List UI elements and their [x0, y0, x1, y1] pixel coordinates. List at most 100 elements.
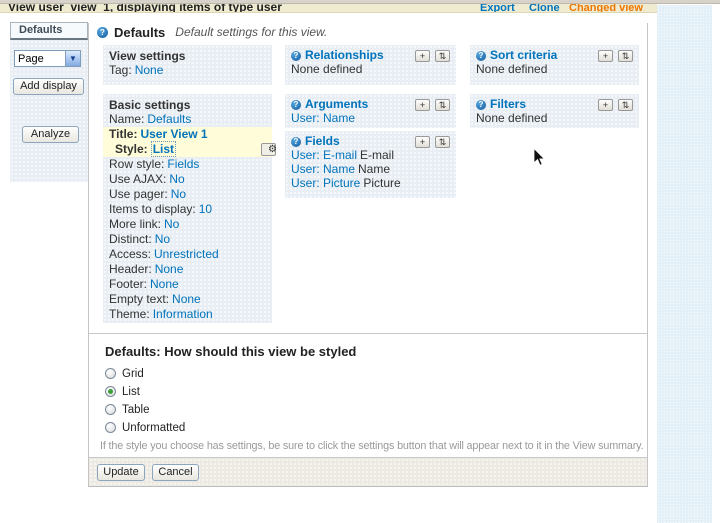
sort-criteria-title-link[interactable]: Sort criteria [490, 48, 558, 62]
setting-label: Access: [109, 247, 152, 261]
setting-value-link[interactable]: None [172, 292, 201, 306]
setting-label: Header: [109, 262, 152, 276]
basic-setting-row: Row style: Fields [109, 157, 266, 172]
update-button[interactable]: Update [97, 464, 145, 481]
setting-label: Row style: [109, 157, 165, 171]
add-icon[interactable]: + [415, 98, 430, 111]
relationships-header: ? Relationships + ⇅ [291, 49, 450, 62]
view-title: View user_view_1, displaying items of ty… [8, 4, 282, 13]
item-link[interactable]: User: Name [291, 162, 356, 176]
setting-label: Items to display: [109, 202, 196, 216]
setting-value-link[interactable]: None [150, 277, 179, 291]
tag-setting-row: Tag: None [109, 63, 266, 78]
setting-value-link[interactable]: No [154, 232, 171, 246]
radio-button[interactable] [105, 422, 116, 433]
help-icon[interactable]: ? [97, 26, 108, 38]
add-icon[interactable]: + [598, 49, 613, 62]
basic-setting-row: Use pager: No [109, 187, 266, 202]
relationships-title-link[interactable]: Relationships [305, 48, 384, 62]
setting-value-link[interactable]: No [164, 217, 180, 231]
radio-button[interactable] [105, 368, 116, 379]
help-icon[interactable]: ? [291, 99, 301, 110]
browser-chrome-edge [0, 0, 720, 4]
rearrange-icon[interactable]: ⇅ [435, 98, 450, 111]
basic-setting-row: Footer: None [109, 277, 266, 292]
style-option-list[interactable]: List [105, 386, 185, 398]
add-icon[interactable]: + [415, 49, 430, 62]
setting-value-link[interactable]: Information [152, 307, 213, 321]
help-icon[interactable]: ? [476, 50, 486, 61]
list-item: User: E-mail E-mail [291, 148, 450, 162]
setting-value-link[interactable]: List [150, 141, 177, 157]
style-option-grid[interactable]: Grid [105, 367, 185, 380]
help-icon[interactable]: ? [291, 50, 301, 61]
style-options: Grid List Table Unformatted [105, 368, 185, 440]
display-type-select[interactable]: Page ▼ [14, 50, 81, 67]
add-icon[interactable]: + [598, 98, 613, 111]
rearrange-icon[interactable]: ⇅ [435, 49, 450, 62]
setting-value-link[interactable]: 10 [198, 202, 213, 216]
export-link[interactable]: Export [480, 4, 515, 13]
display-tab-defaults[interactable]: Defaults [10, 22, 88, 40]
basic-setting-row: Theme: Information [109, 307, 266, 322]
radio-button[interactable] [105, 404, 116, 415]
setting-label: Tag: [109, 63, 132, 77]
filters-box: ? Filters + ⇅ None defined [470, 94, 639, 128]
arguments-items: User: Name [291, 111, 450, 125]
help-icon[interactable]: ? [291, 136, 301, 147]
setting-value-link[interactable]: No [170, 187, 187, 201]
tag-setting-link[interactable]: None [134, 63, 164, 77]
basic-setting-row: Use AJAX: No [109, 172, 266, 187]
basic-setting-row: Empty text: None [109, 292, 266, 307]
display-header-description: Default settings for this view. [175, 25, 328, 39]
gear-icon[interactable]: ⚙ [261, 143, 277, 156]
clone-link[interactable]: Clone [529, 4, 560, 13]
list-item: User: Name Name [291, 162, 450, 176]
radio-button[interactable] [105, 386, 116, 397]
item-link[interactable]: User: E-mail [291, 148, 358, 162]
fields-title-link[interactable]: Fields [305, 134, 340, 148]
setting-value-link[interactable]: User View 1 [140, 127, 208, 141]
basic-setting-row: Name: Defaults [109, 112, 266, 127]
rearrange-icon[interactable]: ⇅ [435, 135, 450, 148]
style-settings-form: Defaults: How should this view be styled… [89, 333, 647, 457]
page-background-strip [657, 5, 712, 523]
radio-label: Grid [122, 367, 144, 380]
setting-value-link[interactable]: Defaults [147, 112, 192, 126]
add-display-button[interactable]: Add display [13, 78, 84, 95]
add-icon[interactable]: + [415, 135, 430, 148]
display-header-title: Defaults [114, 24, 166, 40]
displays-sidebar: Page ▼ Add display Analyze [10, 40, 88, 182]
rearrange-icon[interactable]: ⇅ [618, 98, 633, 111]
item-link[interactable]: User: Picture [291, 176, 361, 190]
filters-title-link[interactable]: Filters [490, 97, 527, 111]
sort-criteria-box: ? Sort criteria + ⇅ None defined [470, 45, 639, 85]
changed-view-link[interactable]: Changed view [569, 4, 643, 13]
fields-box: ? Fields + ⇅ User: E-mail E-mail User: Nam… [285, 131, 456, 198]
setting-label: Title: [109, 127, 138, 141]
setting-value-link[interactable]: No [169, 172, 185, 186]
style-option-unformatted[interactable]: Unformatted [105, 422, 185, 434]
analyze-button[interactable]: Analyze [22, 126, 79, 143]
setting-value-link[interactable]: Unrestricted [154, 247, 219, 261]
filters-empty-text: None defined [476, 111, 548, 125]
basic-setting-row: Header: None [109, 262, 266, 277]
setting-label: More link: [109, 217, 162, 231]
arguments-box: ? Arguments + ⇅ User: Name [285, 94, 456, 128]
arguments-title-link[interactable]: Arguments [305, 97, 369, 111]
rearrange-icon[interactable]: ⇅ [618, 49, 633, 62]
help-icon[interactable]: ? [476, 99, 486, 110]
cancel-button[interactable]: Cancel [152, 464, 199, 481]
item-link[interactable]: User: Name [291, 111, 356, 125]
style-option-table[interactable]: Table [105, 404, 185, 416]
basic-setting-row: Distinct: No [109, 232, 266, 247]
style-form-title: Defaults: How should this view be styled [105, 344, 357, 359]
setting-value-link[interactable]: None [154, 262, 184, 276]
display-type-select-value: Page [18, 52, 44, 65]
basic-setting-row: Style: List ⚙ [103, 141, 277, 157]
basic-setting-row: Access: Unrestricted [109, 247, 266, 262]
setting-value-link[interactable]: Fields [167, 157, 200, 171]
item-suffix: Picture [363, 176, 401, 190]
item-suffix: E-mail [360, 148, 395, 162]
